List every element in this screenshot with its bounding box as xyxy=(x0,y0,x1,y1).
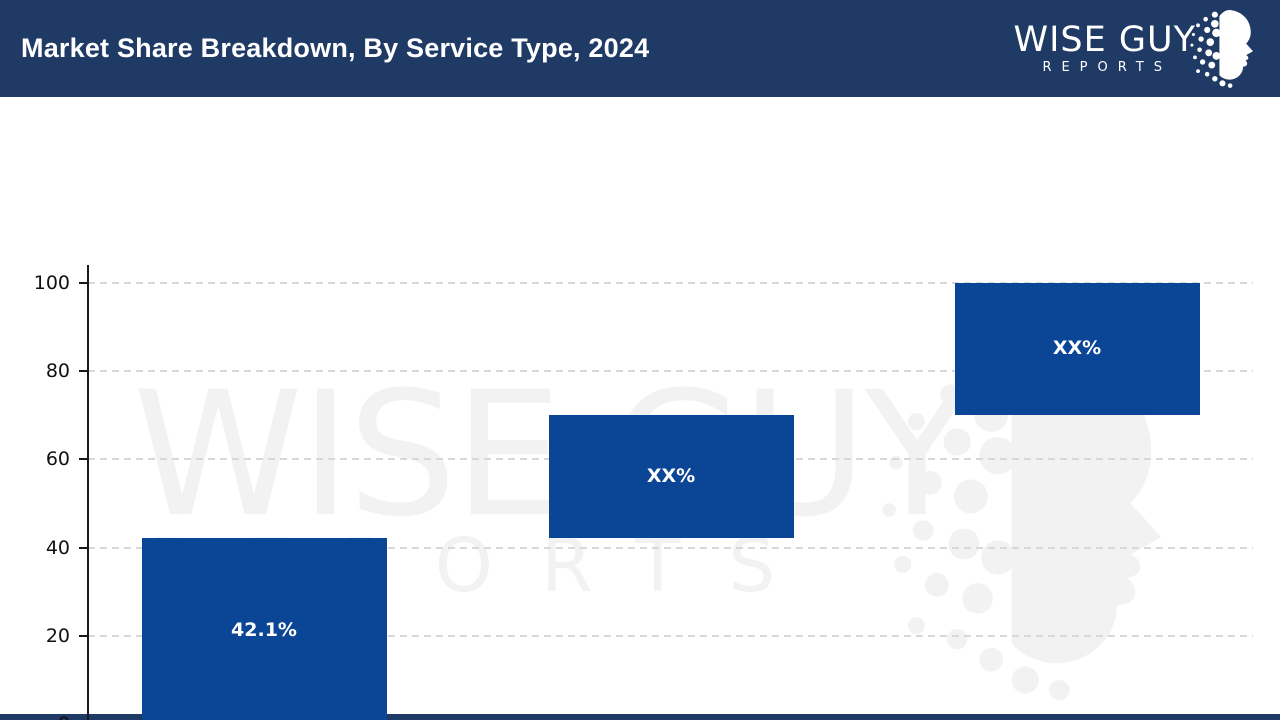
logo-wordmark: WISE GUY xyxy=(1013,20,1196,61)
y-tick-label-60: 60 xyxy=(45,448,70,471)
chart-region: WISE GUY REPORTS 42.1%XX%XX% 02040608010… xyxy=(0,97,1280,720)
plot-area: 42.1%XX%XX% 020406080100 Canine CloningF… xyxy=(0,97,1280,720)
brand-logo-text: WISE GUY REPORTS xyxy=(1013,22,1196,75)
bar-canine-cloning: 42.1% xyxy=(141,538,387,720)
bar-value-label-canine-cloning: 42.1% xyxy=(231,619,297,642)
y-tick-mark-20 xyxy=(79,634,87,637)
y-tick-label-0: 0 xyxy=(18,715,70,720)
dotted-head-logo-icon xyxy=(1182,7,1266,91)
y-tick-label-80: 80 xyxy=(45,360,70,383)
logo-subtext: REPORTS xyxy=(1042,59,1173,75)
gridline-20 xyxy=(88,634,1253,637)
y-tick-label-40: 40 xyxy=(45,536,70,559)
page-title: Market Share Breakdown, By Service Type,… xyxy=(21,33,650,63)
bar-equine-cloning: XX% xyxy=(954,283,1200,416)
y-tick-mark-60 xyxy=(79,458,87,461)
gridline-80 xyxy=(88,370,1253,373)
y-tick-label-100: 100 xyxy=(33,272,70,294)
header: Market Share Breakdown, By Service Type,… xyxy=(0,0,1280,97)
y-tick-mark-40 xyxy=(79,546,87,549)
bar-value-label-feline-cloning: XX% xyxy=(646,464,696,487)
y-tick-label-20: 20 xyxy=(45,624,70,647)
y-tick-mark-100 xyxy=(79,282,87,284)
y-tick-mark-80 xyxy=(79,370,87,373)
gridline-40 xyxy=(88,546,1253,549)
bar-value-label-equine-cloning: XX% xyxy=(1052,337,1102,360)
y-axis xyxy=(87,265,89,720)
bar-feline-cloning: XX% xyxy=(548,415,794,539)
brand-logo: WISE GUY REPORTS xyxy=(1013,7,1280,91)
footer-bar xyxy=(0,714,1280,720)
gridline-100 xyxy=(88,282,1253,284)
